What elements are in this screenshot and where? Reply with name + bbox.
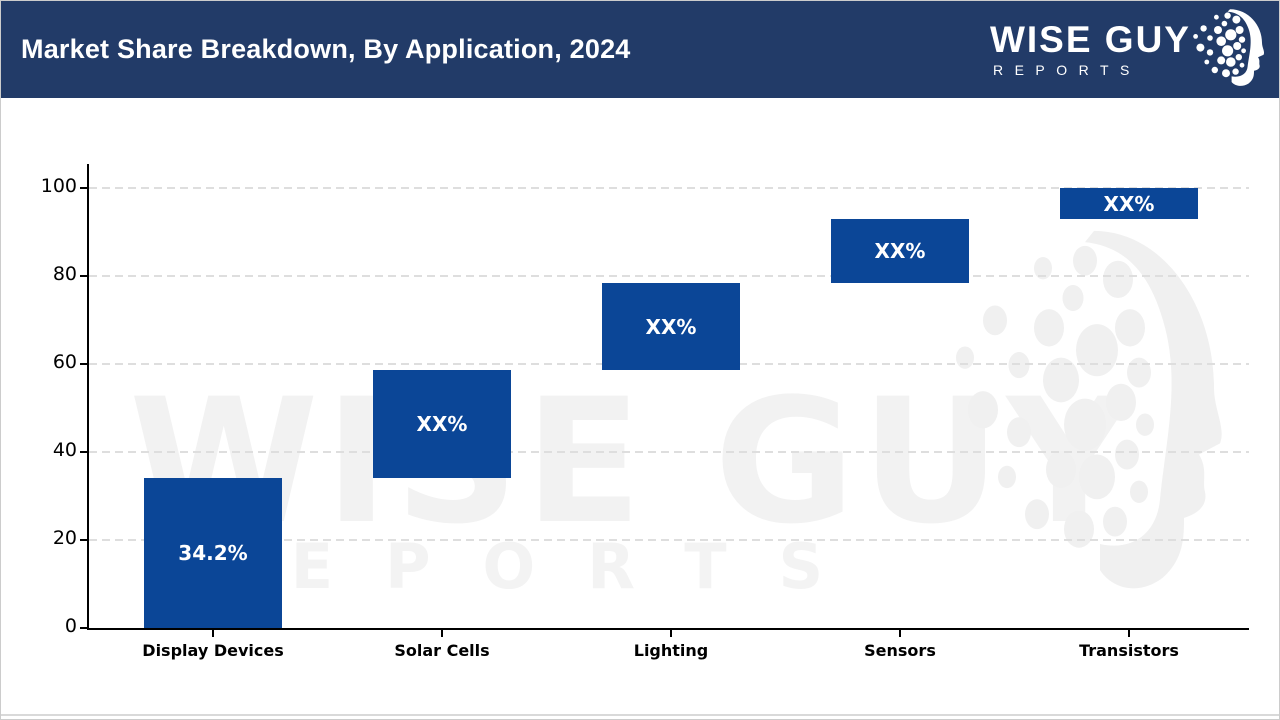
logo-line2: REPORTS (992, 62, 1141, 78)
x-category-label: Solar Cells (394, 641, 490, 660)
y-tick-mark (80, 627, 89, 629)
bar-value-label: XX% (416, 411, 468, 436)
waterfall-bar: XX% (831, 219, 969, 284)
x-axis-line (87, 628, 1249, 630)
x-category-label: Transistors (1079, 641, 1179, 660)
x-tick-mark (212, 630, 214, 637)
y-axis-line (87, 164, 89, 630)
y-tick-label: 20 (52, 527, 77, 549)
wise-guy-logo: WISE GUY REPORTS (990, 6, 1267, 94)
waterfall-bar: XX% (1060, 188, 1198, 220)
bar-value-label: XX% (1103, 191, 1155, 216)
logo-wordmark: WISE GUY REPORTS (990, 21, 1191, 78)
y-gridline (89, 275, 1249, 277)
y-gridline (89, 451, 1249, 453)
waterfall-bar: XX% (373, 370, 511, 478)
y-gridline (89, 187, 1249, 189)
y-tick-mark (80, 539, 89, 541)
x-category-label: Lighting (633, 641, 709, 660)
waterfall-bar: XX% (602, 283, 740, 371)
y-tick-label: 80 (52, 263, 77, 285)
y-tick-label: 60 (52, 351, 77, 373)
page-title: Market Share Breakdown, By Application, … (21, 34, 631, 64)
y-tick-mark (80, 187, 89, 189)
bar-value-label: 34.2% (178, 540, 248, 565)
y-gridline (89, 539, 1249, 541)
y-tick-label: 100 (40, 175, 77, 197)
y-tick-mark (80, 451, 89, 453)
x-tick-mark (899, 630, 901, 637)
header-bar: Market Share Breakdown, By Application, … (1, 1, 1279, 98)
bottom-divider (1, 714, 1279, 716)
waterfall-bar: 34.2% (144, 477, 282, 628)
logo-line1: WISE GUY (989, 19, 1191, 60)
y-tick-mark (80, 363, 89, 365)
y-tick-mark (80, 275, 89, 277)
bar-value-label: XX% (874, 239, 926, 264)
face-dots-icon (1193, 8, 1265, 86)
x-category-label: Display Devices (142, 641, 284, 660)
x-tick-mark (670, 630, 672, 637)
y-tick-label: 0 (64, 615, 77, 637)
x-tick-mark (441, 630, 443, 637)
bar-value-label: XX% (645, 314, 697, 339)
y-tick-label: 40 (52, 439, 77, 461)
x-category-label: Sensors (864, 641, 936, 660)
x-tick-mark (1128, 630, 1130, 637)
